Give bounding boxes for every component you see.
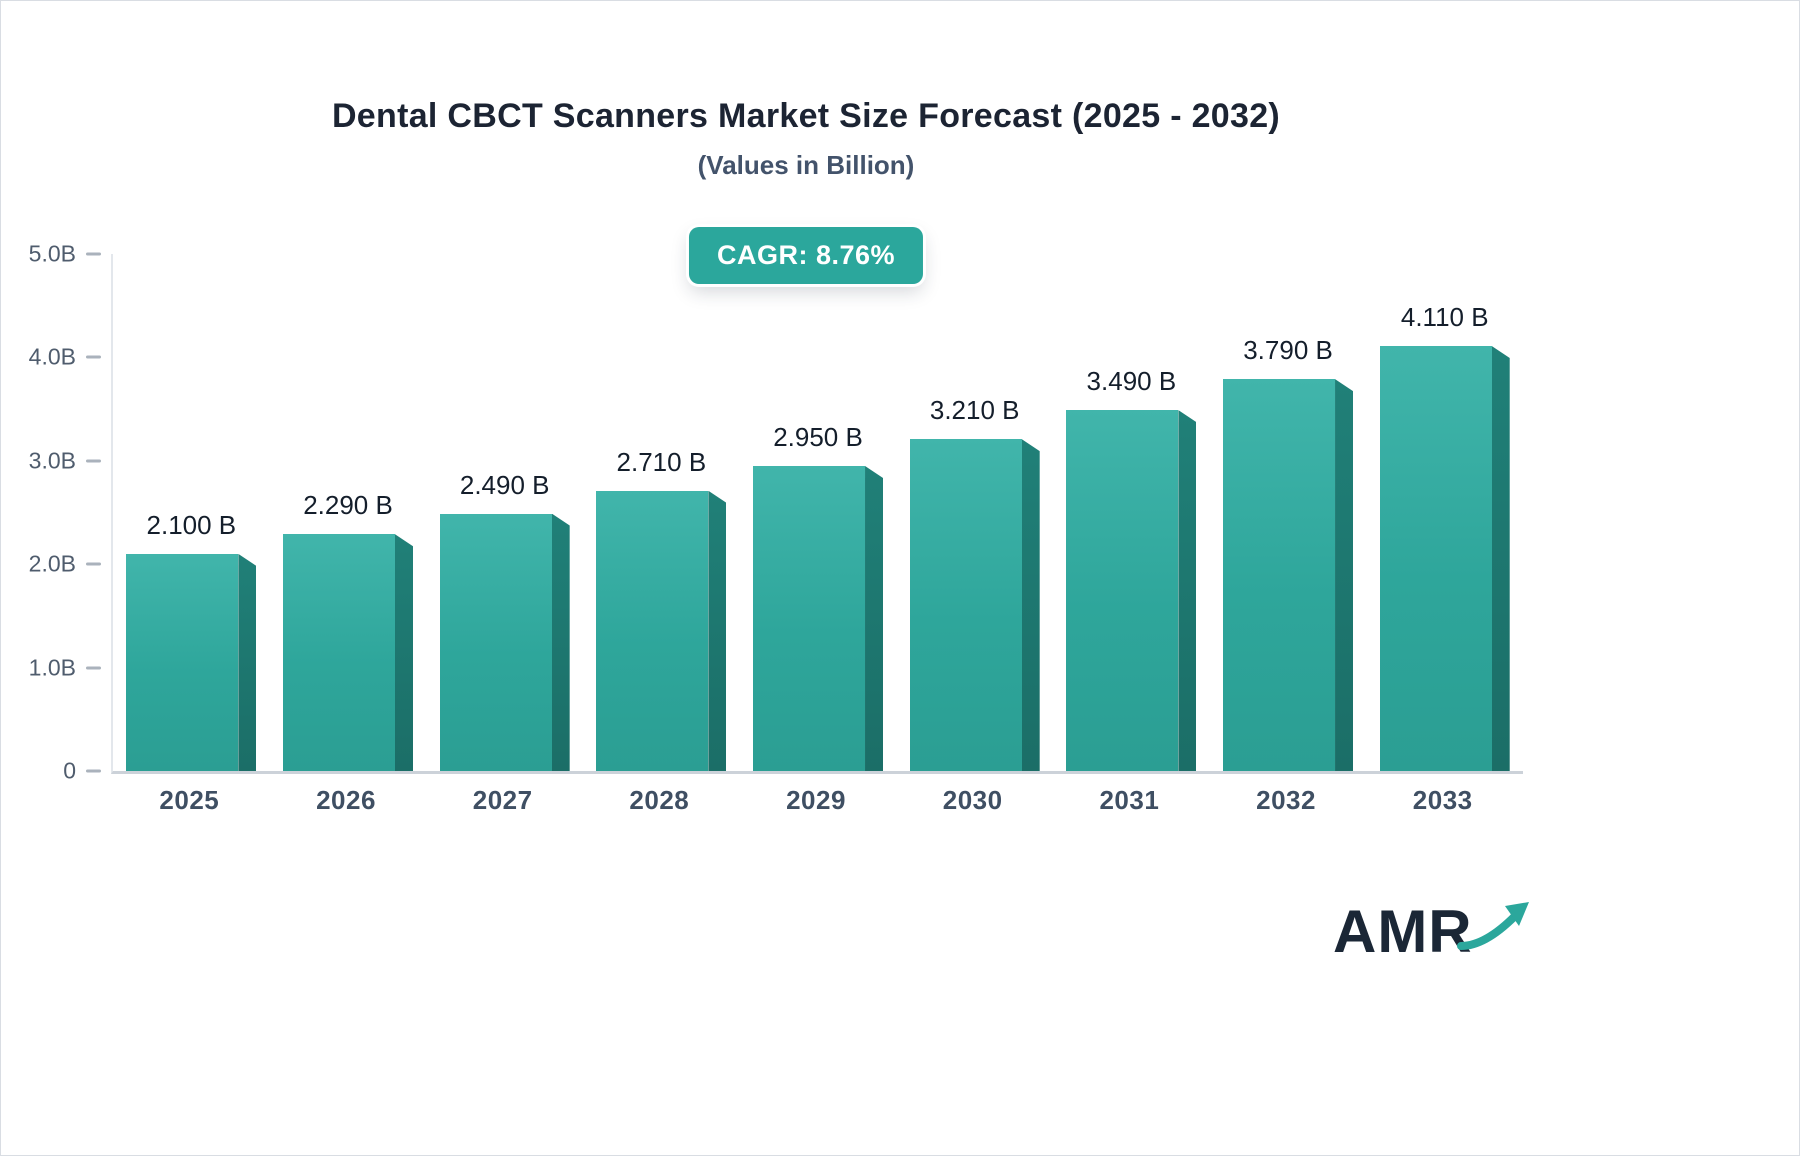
bar-group: 2.950 B [740,254,897,771]
y-tick-label: 1.0B [28,654,76,681]
y-tick-label: 3.0B [28,447,76,474]
growth-arrow-icon [1456,901,1529,950]
bars-container: 2.100 B 2.290 B 2.490 B 2.710 B 2.950 B 3.210… [113,254,1523,771]
y-tick-label: 5.0B [28,240,76,267]
bar-front-face [753,465,866,771]
bar-value-label: 2.490 B [459,469,550,500]
bar-front-face [1223,379,1336,771]
bar-side-face [1335,379,1354,771]
bar-front-face [439,513,552,771]
y-tick-label: 2.0B [28,550,76,577]
x-axis-label: 2033 [1412,785,1473,815]
bar [753,465,884,771]
chart-title: Dental CBCT Scanners Market Size Forecas… [331,97,1281,135]
x-axis-label: 2030 [942,785,1003,815]
bar [126,553,257,771]
bar [909,439,1040,771]
y-tick: 3.0B [29,447,105,474]
bar-front-face [909,439,1022,771]
y-tick-label: 0 [63,757,76,784]
bar-group: 3.490 B [1053,254,1210,771]
y-tick-mark [86,252,101,256]
bar [596,490,727,771]
x-axis-label: 2029 [786,785,846,815]
bar-group: 2.100 B [113,254,270,771]
bar-group: 3.790 B [1210,254,1367,771]
bar [1379,346,1510,771]
x-axis-label: 2031 [1099,785,1160,815]
bar-value-label: 3.210 B [929,395,1020,426]
y-tick-mark [86,562,101,566]
y-tick-label: 4.0B [28,343,76,370]
bar-front-face [1379,346,1492,771]
x-axis-label: 2027 [472,785,533,815]
bar-side-face [551,513,570,771]
bar-front-face [1066,410,1179,771]
bar-front-face [126,553,239,771]
bar-value-label: 2.290 B [303,490,393,521]
x-axis-label: 2032 [1256,785,1316,815]
x-axis: 2025 2026 2027 2028 2029 2030 2031 2032 2033 [111,785,1521,816]
bar-value-label: 2.710 B [616,446,707,477]
bar-group: 3.210 B [896,254,1053,771]
y-tick: 1.0B [29,654,105,681]
bar-value-label: 3.790 B [1243,335,1333,366]
y-tick: 2.0B [29,551,105,578]
bar-group: 2.710 B [583,254,740,771]
bar-side-face [1021,439,1040,771]
x-axis-label: 2028 [629,785,690,815]
bar-side-face [238,553,257,771]
bar-value-label: 3.490 B [1086,366,1177,397]
y-tick-mark [86,769,101,773]
bar [1066,410,1197,771]
y-tick-mark [86,459,101,463]
bar-value-label: 2.950 B [773,421,863,452]
bar-side-face [1178,410,1197,771]
bar-side-face [1491,346,1510,771]
plot-area: 2.100 B 2.290 B 2.490 B 2.710 B 2.950 B 3.210… [111,254,1523,774]
amr-logo-text: AMR [1333,898,1473,965]
chart-subtitle: (Values in Billion) [697,150,915,180]
bar-group: 2.290 B [270,254,427,771]
y-tick-mark [86,666,101,670]
bar-side-face [708,490,727,771]
x-axis-label: 2025 [159,785,220,815]
bar-side-face [395,534,413,771]
bar-value-label: 4.110 B [1400,302,1489,333]
y-axis: 0 1.0B 2.0B 3.0B 4.0B 5.0B [1,241,105,784]
bar [439,513,570,771]
x-axis-label: 2026 [316,785,376,815]
y-tick-mark [86,355,101,359]
y-tick: 4.0B [29,344,105,371]
bar-side-face [865,465,884,771]
cagr-badge: CAGR: 8.76% [688,227,924,284]
bar-front-face [596,490,709,771]
bar [1223,379,1354,771]
y-tick: 0 [63,758,105,785]
amr-logo: AMR [1333,897,1535,966]
bar-group: 2.490 B [426,254,583,771]
bar-group: 4.110 B [1366,254,1523,771]
y-tick: 5.0B [29,241,105,268]
bar-value-label: 2.100 B [146,509,237,540]
bar-front-face [283,534,395,771]
bar [283,534,413,771]
